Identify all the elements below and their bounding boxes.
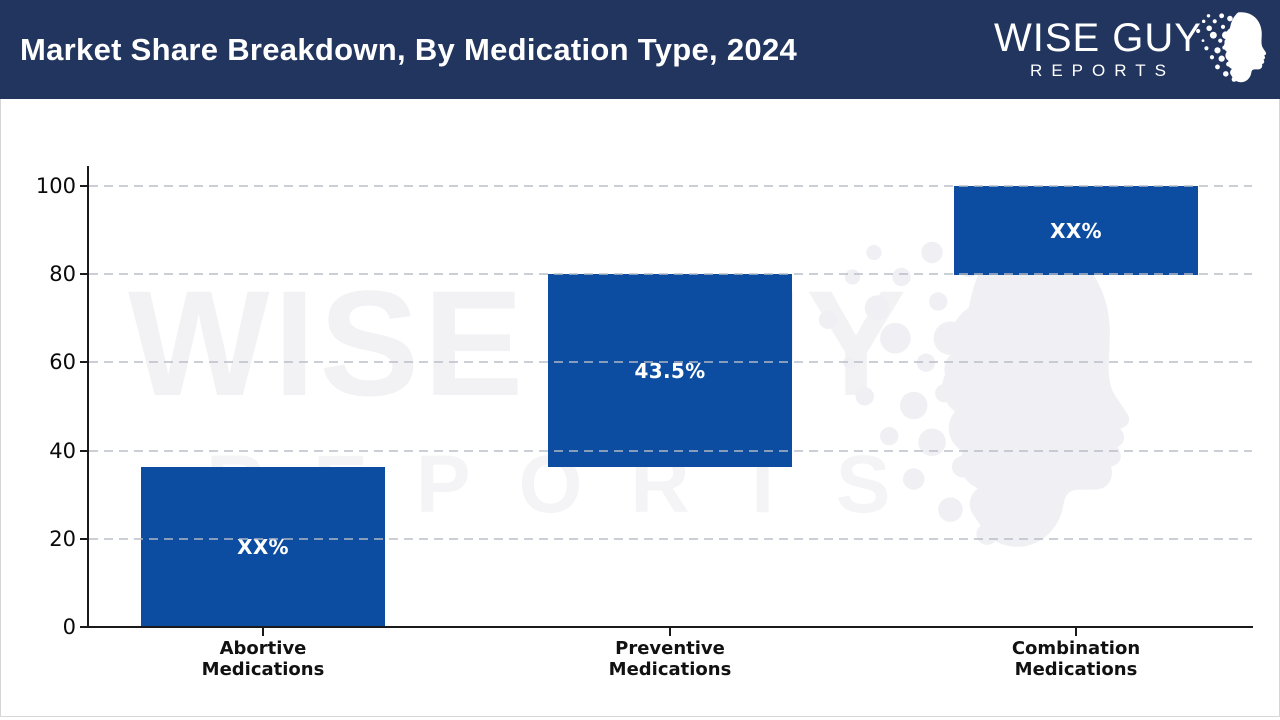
bar-abortive-medications: XX%	[141, 466, 385, 628]
header-bar: Market Share Breakdown, By Medication Ty…	[0, 0, 1280, 99]
category-line1: Combination	[1011, 638, 1141, 659]
logo-wordmark: WISE GUY	[993, 16, 1202, 60]
x-category-label-combination: Combination Medications	[936, 638, 1216, 680]
bar-preventive-medications: 43.5%	[548, 274, 792, 468]
gridline-40	[89, 449, 1252, 452]
dotted-head-profile-icon	[1196, 11, 1267, 82]
y-tick-label-60: 60	[49, 350, 76, 375]
category-line2: Medications	[1014, 659, 1138, 680]
wise-guy-reports-logo: WISE GUY REPORTS	[994, 5, 1270, 95]
y-tick-mark-80	[80, 273, 87, 276]
x-category-label-abortive: Abortive Medications	[123, 638, 403, 680]
y-tick-mark-0	[80, 626, 87, 628]
y-tick-label-80: 80	[49, 262, 76, 287]
y-tick-label-40: 40	[49, 438, 76, 463]
y-axis-line	[87, 166, 89, 628]
x-tick-mark-2	[1075, 628, 1077, 636]
y-tick-label-0: 0	[62, 615, 76, 639]
bar-value-label: XX%	[1050, 218, 1102, 243]
logo-subtitle: REPORTS	[1030, 61, 1175, 80]
category-line2: Medications	[201, 659, 325, 680]
category-line2: Medications	[608, 659, 732, 680]
gridline-60	[89, 361, 1252, 364]
logo-text: WISE GUY REPORTS	[994, 18, 1202, 81]
y-tick-label-20: 20	[49, 526, 76, 551]
y-tick-mark-40	[80, 449, 87, 452]
category-line1: Abortive	[219, 638, 307, 659]
y-tick-mark-20	[80, 537, 87, 540]
x-tick-mark-1	[669, 628, 671, 636]
x-axis-line	[87, 626, 1253, 628]
gridline-100	[89, 185, 1252, 187]
x-category-label-preventive: Preventive Medications	[530, 638, 810, 680]
gridline-20	[89, 537, 1252, 540]
category-line1: Preventive	[615, 638, 725, 659]
gridline-80	[89, 273, 1252, 276]
page-title: Market Share Breakdown, By Medication Ty…	[20, 31, 798, 67]
y-tick-mark-100	[80, 185, 87, 187]
x-tick-mark-0	[262, 628, 264, 636]
y-tick-mark-60	[80, 361, 87, 364]
y-tick-label-100: 100	[35, 174, 76, 198]
bar-combination-medications: XX%	[954, 186, 1198, 276]
